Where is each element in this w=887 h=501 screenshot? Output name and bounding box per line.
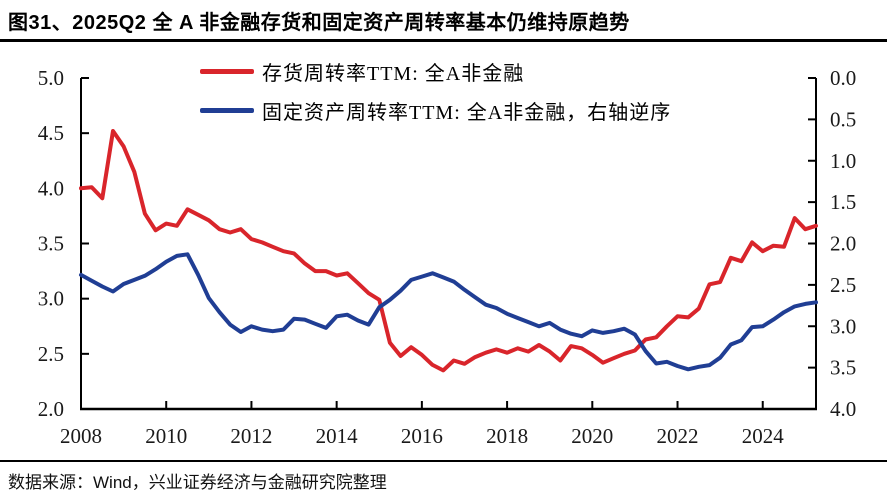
x-axis-tick-label: 2020 <box>571 424 613 448</box>
y-axis-right-tick-label: 1.5 <box>830 190 856 214</box>
red-line-swatch-icon <box>200 68 254 74</box>
y-axis-right-tick-label: 2.0 <box>830 232 856 256</box>
legend-item-fixed-asset-turnover: 固定资产周转率TTM: 全A非金融，右轴逆序 <box>200 97 672 124</box>
x-axis-tick-label: 2008 <box>60 424 102 448</box>
x-axis-tick-label: 2012 <box>230 424 272 448</box>
x-axis-tick-label: 2024 <box>742 424 785 448</box>
data-source: 数据来源：Wind，兴业证券经济与金融研究院整理 <box>8 473 387 492</box>
legend-label: 固定资产周转率TTM: 全A非金融，右轴逆序 <box>262 101 672 124</box>
fixed-asset-turnover-line <box>79 252 818 372</box>
y-axis-left-tick-label: 4.0 <box>38 176 64 200</box>
source-divider <box>0 460 887 462</box>
y-axis-right-tick-label: 3.5 <box>830 356 856 380</box>
x-axis-tick-label: 2022 <box>657 424 699 448</box>
x-axis-tick-label: 2018 <box>486 424 528 448</box>
y-axis-right-tick-label: 0.5 <box>830 107 856 131</box>
x-axis-tick-label: 2014 <box>316 424 359 448</box>
legend-item-inventory-turnover: 存货周转率TTM: 全A非金融 <box>200 58 671 85</box>
y-axis-left-tick-label: 4.5 <box>38 121 64 145</box>
x-axis-tick-label: 2016 <box>401 424 443 448</box>
legend-label: 存货周转率TTM: 全A非金融 <box>262 62 525 85</box>
y-axis-right-tick-label: 0.0 <box>830 66 856 90</box>
chart-legend: 存货周转率TTM: 全A非金融 固定资产周转率TTM: 全A非金融，右轴逆序 <box>200 58 672 124</box>
y-axis-right-tick-label: 2.5 <box>830 273 856 297</box>
figure-title: 图31、2025Q2 全 A 非金融存货和固定资产周转率基本仍维持原趋势 <box>8 12 630 34</box>
turnover-chart: 5.0 4.5 4.0 3.5 3.0 2.5 2.0 0.0 0.5 1.0 1.5 2.0 2.5 3… <box>0 42 887 458</box>
y-axis-left-tick-label: 2.0 <box>38 397 64 421</box>
y-axis-right-tick-label: 1.0 <box>830 149 856 173</box>
title-divider <box>0 39 887 42</box>
y-axis-left-tick-label: 5.0 <box>38 66 64 90</box>
x-axis-tick-label: 2010 <box>145 424 187 448</box>
chart-canvas: 5.0 4.5 4.0 3.5 3.0 2.5 2.0 0.0 0.5 1.0 1.5 2.0 2.5 3… <box>38 66 857 448</box>
blue-line-swatch-icon <box>200 107 254 113</box>
y-axis-right-tick-label: 4.0 <box>830 397 856 421</box>
inventory-turnover-line <box>79 129 818 373</box>
y-axis-right-tick-label: 3.0 <box>830 314 856 338</box>
y-axis-left-tick-label: 2.5 <box>38 342 64 366</box>
y-axis-left-tick-label: 3.0 <box>38 287 64 311</box>
y-axis-left-tick-label: 3.5 <box>38 232 64 256</box>
